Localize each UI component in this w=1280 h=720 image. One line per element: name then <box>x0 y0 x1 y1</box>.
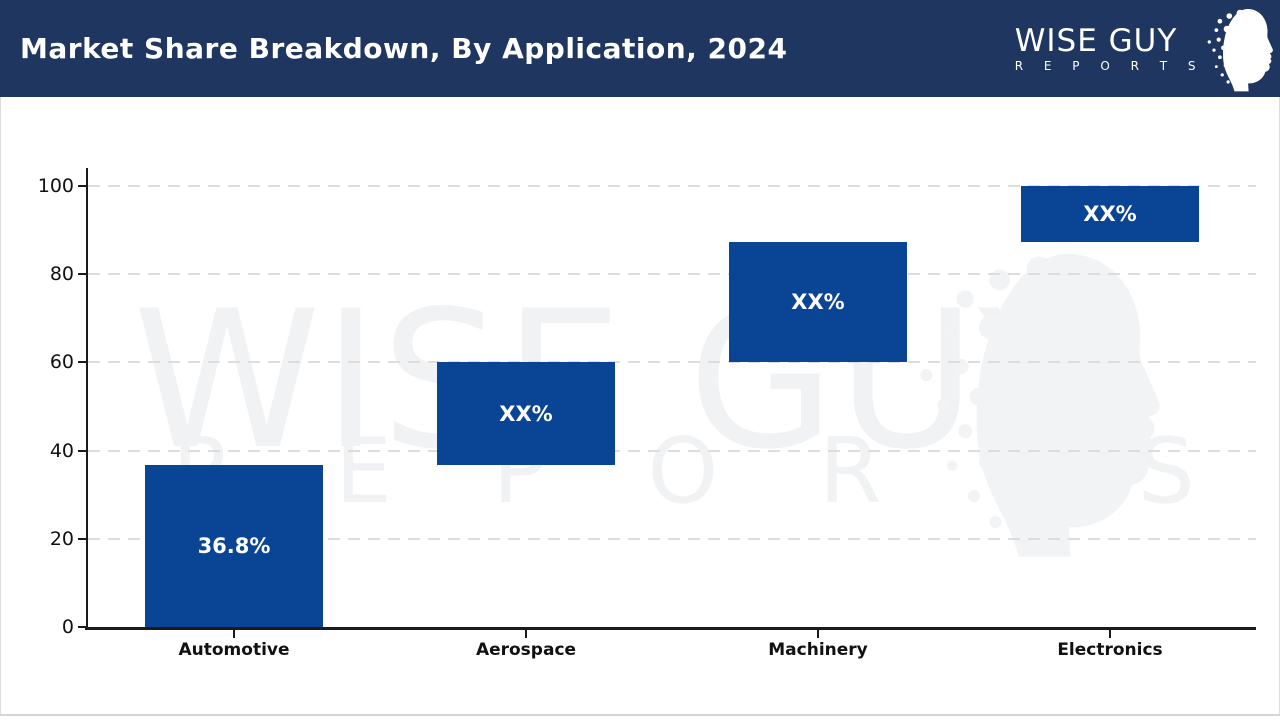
y-axis-tick-label: 0 <box>61 616 74 638</box>
brand-name: WISE GUY <box>1014 22 1178 59</box>
y-axis-tick-label: 40 <box>49 439 74 462</box>
x-axis-tick <box>1109 630 1111 638</box>
brand-head-icon <box>1207 8 1273 91</box>
brand-logo-text: WISE GUY R E P O R T S <box>1014 22 1204 73</box>
x-axis-category-label: Electronics <box>1057 640 1163 660</box>
y-axis-tick-label: 60 <box>49 351 74 374</box>
gridline <box>88 537 1256 540</box>
bar-value-label: XX% <box>791 290 845 315</box>
x-axis-line <box>85 627 1256 630</box>
bar-value-label: XX% <box>499 401 553 426</box>
x-axis-tick <box>233 630 235 638</box>
gridline <box>88 449 1256 452</box>
x-axis-category-label: Aerospace <box>475 640 577 660</box>
y-axis-tick-label: 80 <box>49 263 74 286</box>
y-axis-tick <box>78 626 87 628</box>
y-axis-tick-label: 100 <box>37 175 74 197</box>
y-axis-tick-label: 20 <box>49 527 74 550</box>
header-bar: Market Share Breakdown, By Application, … <box>0 0 1280 97</box>
page-title: Market Share Breakdown, By Application, … <box>20 32 788 65</box>
y-axis-tick <box>78 537 87 540</box>
bar-value-label: 36.8% <box>197 533 271 558</box>
gridline <box>88 273 1256 276</box>
gridline <box>88 361 1256 364</box>
x-axis-category-label: Machinery <box>768 640 868 660</box>
y-axis-tick <box>78 273 87 276</box>
brand-subname: R E P O R T S <box>1014 58 1204 73</box>
bar-segment: XX% <box>1021 186 1199 242</box>
bar-value-label: XX% <box>1083 202 1137 226</box>
y-axis-line <box>86 168 88 630</box>
brand-logo: WISE GUY R E P O R T S <box>1015 0 1274 97</box>
bar-segment: XX% <box>729 242 907 363</box>
x-axis-tick <box>817 630 819 638</box>
bar-segment: XX% <box>437 362 615 465</box>
watermark-head-icon <box>920 253 1160 557</box>
y-axis-tick <box>78 449 87 452</box>
left-border <box>0 97 1 715</box>
gridline <box>88 185 1256 187</box>
x-axis-category-label: Automotive <box>178 640 290 660</box>
bottom-divider <box>0 714 1280 716</box>
y-axis-tick <box>78 361 87 364</box>
x-axis-tick <box>525 630 527 638</box>
y-axis-tick <box>78 185 87 187</box>
bar-segment: 36.8% <box>145 464 323 627</box>
